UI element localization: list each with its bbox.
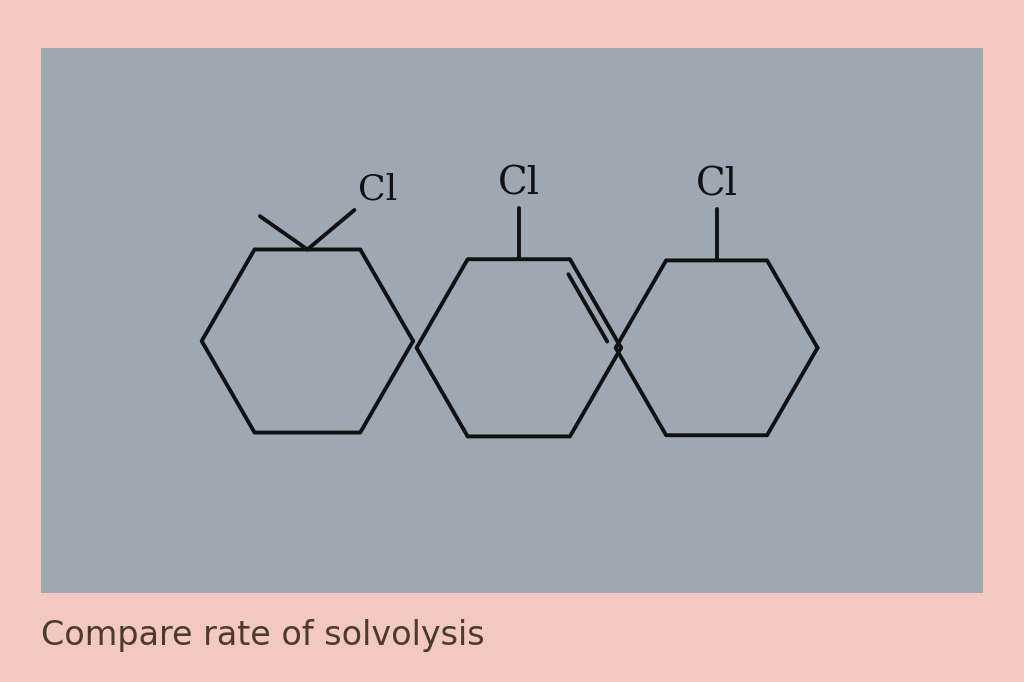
Text: Cl: Cl [498, 166, 540, 203]
Text: Cl: Cl [695, 167, 737, 204]
Text: Cl: Cl [357, 173, 397, 207]
Text: Compare rate of solvolysis: Compare rate of solvolysis [41, 619, 484, 652]
